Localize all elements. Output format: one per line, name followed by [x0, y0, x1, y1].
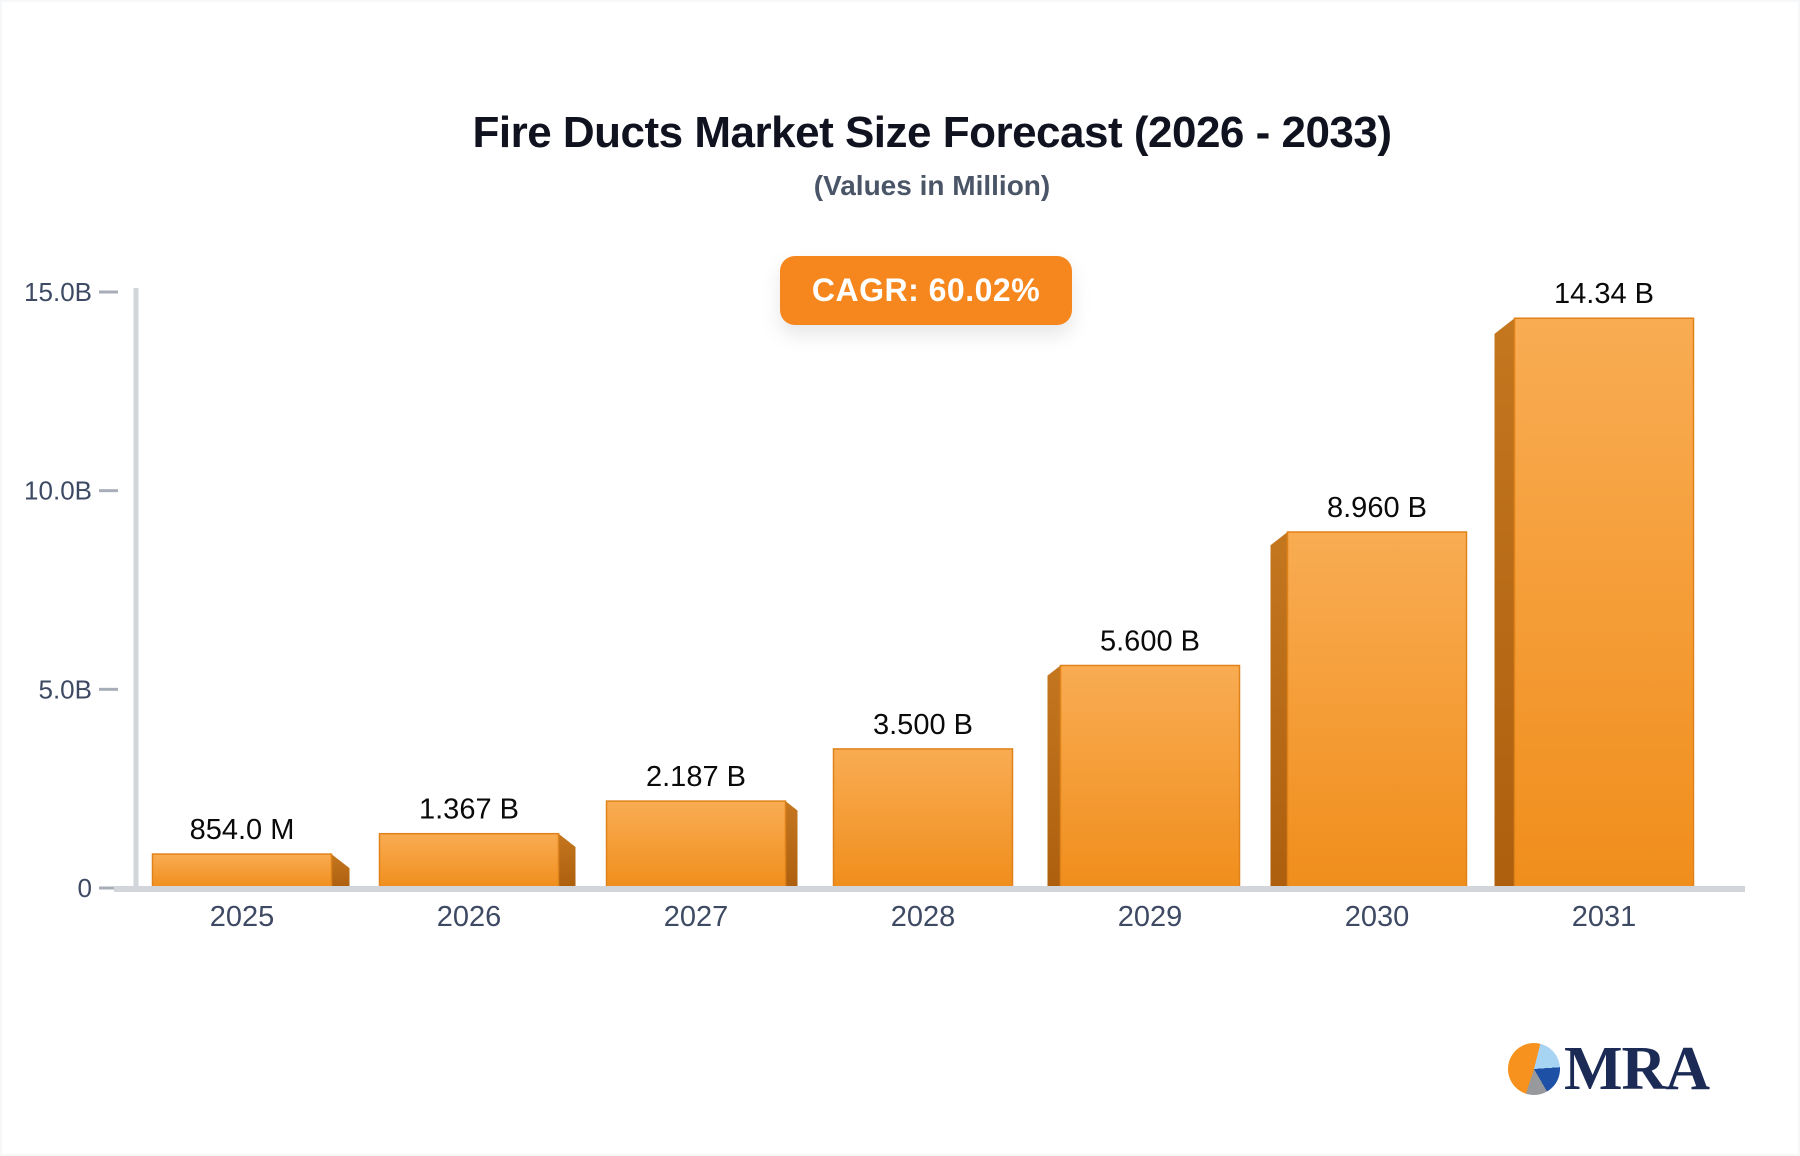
- chart-title: Fire Ducts Market Size Forecast (2026 - …: [472, 108, 1392, 157]
- cagr-badge-label: CAGR: 60.02%: [811, 272, 1041, 308]
- bar-value-label: 14.34 B: [1554, 278, 1654, 310]
- bar-front-face: [151, 853, 333, 889]
- bar-value-label: 854.0 M: [190, 814, 295, 846]
- pie-chart-logo-icon: [1508, 1043, 1560, 1095]
- bar-2031: 14.34 B 2031: [1494, 278, 1695, 933]
- bar-front-face: [1513, 317, 1695, 889]
- chart-subtitle: (Values in Million): [813, 170, 1051, 201]
- bar-side-face: [1270, 531, 1288, 888]
- y-axis-tick: [99, 489, 118, 493]
- bar-value-label: 3.500 B: [873, 709, 973, 741]
- bar-value-label: 2.187 B: [646, 761, 746, 793]
- y-axis-tick-label: 0: [78, 873, 92, 903]
- brand-logo: MRA: [1508, 1035, 1710, 1103]
- bar-side-face: [1494, 318, 1515, 888]
- x-axis-label: 2031: [1572, 901, 1637, 933]
- bar-side-face: [558, 833, 576, 888]
- y-axis-line: [133, 288, 139, 890]
- brand-name: MRA: [1564, 1035, 1710, 1103]
- bar-front-face: [378, 832, 560, 889]
- bar-front-face: [1059, 664, 1241, 889]
- bar-2027: 2.187 B 2027: [605, 761, 798, 933]
- x-axis-label: 2025: [210, 901, 275, 933]
- y-axis-tick-label: 5.0B: [39, 674, 93, 704]
- bar-2028: 3.500 B 2028: [832, 709, 1014, 933]
- y-axis-tick: [99, 886, 118, 890]
- bar-side-face: [331, 854, 350, 888]
- cagr-badge: CAGR: 60.02%: [780, 256, 1072, 325]
- bar-front-face: [605, 800, 787, 889]
- bar-front-face: [1286, 531, 1468, 889]
- bar-side-face: [1047, 665, 1061, 888]
- y-axis-tick: [99, 290, 118, 294]
- bar-front-face: [832, 748, 1014, 889]
- bar-value-label: 1.367 B: [419, 794, 519, 826]
- bar-2030: 8.960 B 2030: [1270, 492, 1468, 933]
- x-axis-label: 2027: [664, 901, 729, 933]
- bar-value-label: 8.960 B: [1327, 492, 1427, 524]
- bar-value-label: 5.600 B: [1100, 625, 1200, 657]
- x-axis-label: 2029: [1118, 901, 1183, 933]
- x-axis-label: 2030: [1345, 901, 1410, 933]
- y-axis-tick-label: 10.0B: [24, 476, 92, 506]
- y-axis-tick-label: 15.0B: [24, 277, 92, 307]
- x-axis-line: [114, 886, 1745, 892]
- bar-2025: 854.0 M 2025: [151, 814, 350, 933]
- x-axis-label: 2026: [437, 901, 502, 933]
- bar-2029: 5.600 B 2029: [1047, 625, 1241, 933]
- bar-side-face: [785, 801, 798, 888]
- x-axis-label: 2028: [891, 901, 956, 933]
- bar-2026: 1.367 B 2026: [378, 794, 576, 933]
- y-axis-tick: [99, 687, 118, 691]
